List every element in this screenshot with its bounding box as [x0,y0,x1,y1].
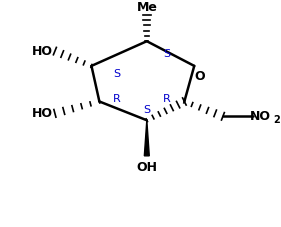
Text: OH: OH [136,161,157,174]
Text: R: R [163,94,171,104]
Polygon shape [144,120,149,156]
Text: S: S [143,105,150,115]
Text: S: S [163,49,170,59]
Text: HO: HO [31,107,53,120]
Text: Me: Me [136,1,157,14]
Text: HO: HO [31,44,53,58]
Text: 2: 2 [273,115,280,125]
Text: O: O [195,70,205,83]
Text: S: S [114,69,121,79]
Text: NO: NO [250,110,271,123]
Text: R: R [113,94,121,104]
